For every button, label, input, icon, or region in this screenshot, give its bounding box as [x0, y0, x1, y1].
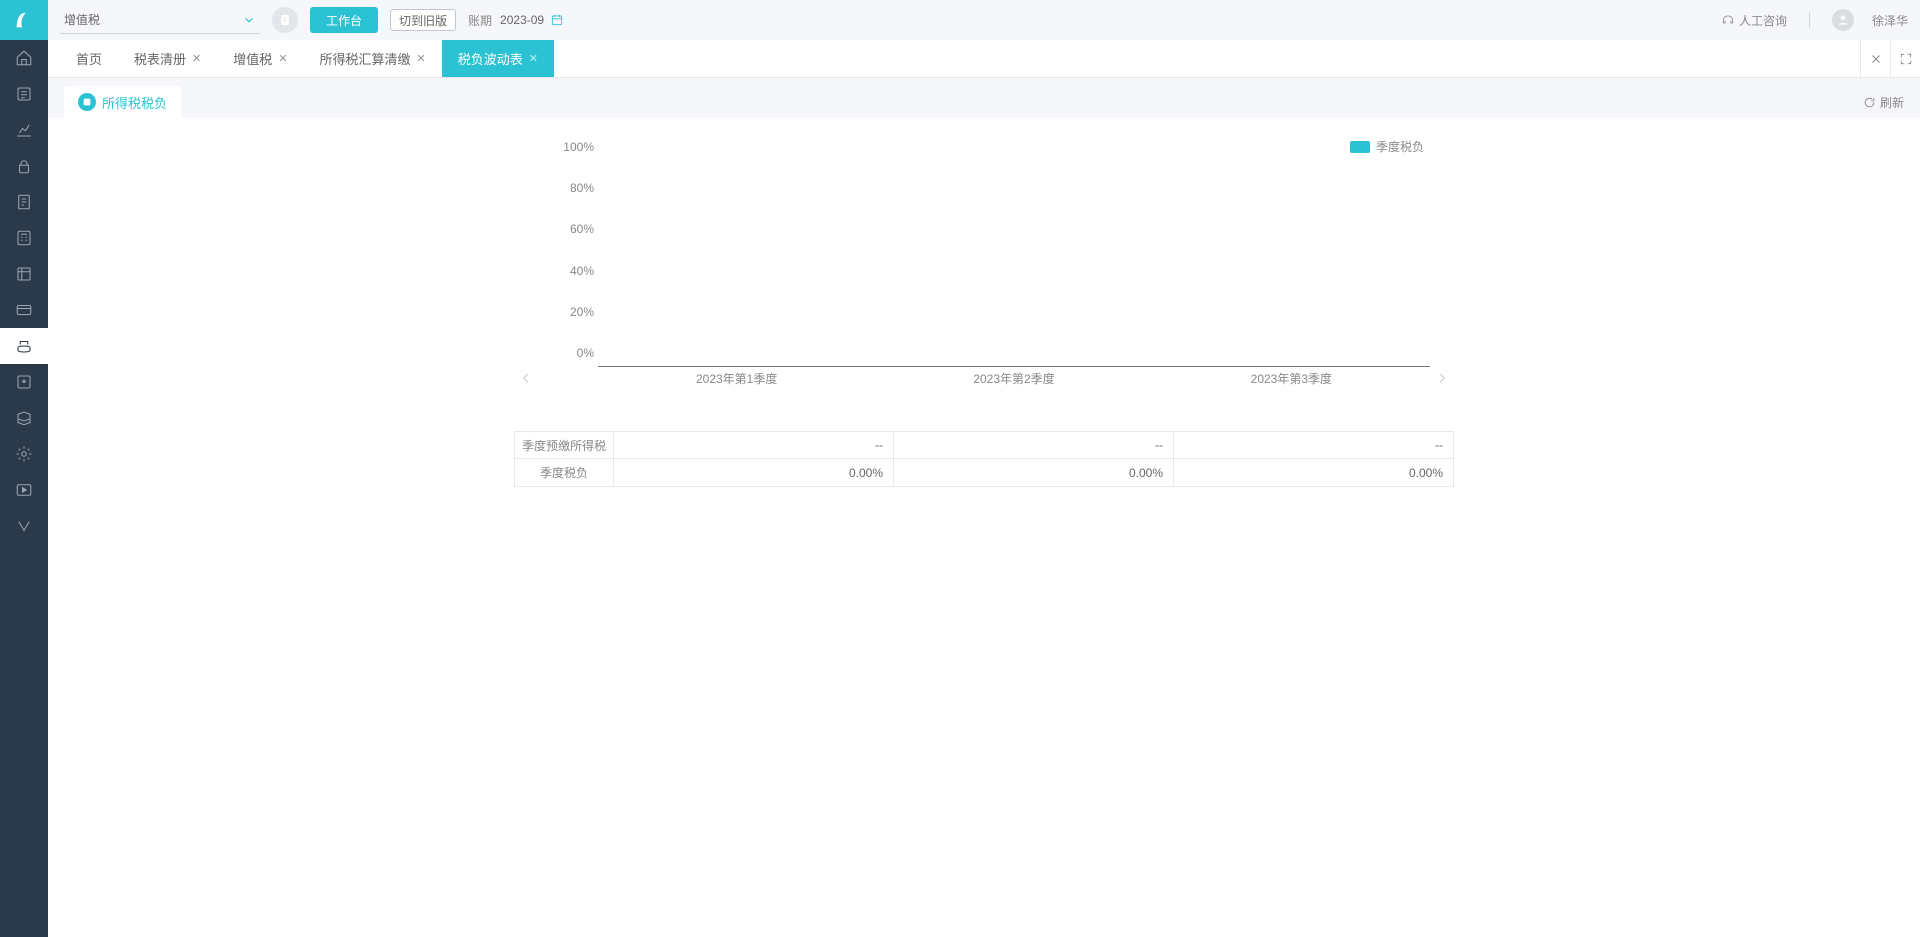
tax-burden-chart: 2023年第1季度 2023年第2季度 2023年第3季度 0% 20% 40% 60% 8… — [538, 161, 1430, 387]
y-tick: 0% — [538, 346, 594, 360]
close-icon[interactable]: ✕ — [192, 52, 201, 65]
y-tick: 80% — [538, 181, 594, 195]
sidebar-item-tax[interactable] — [0, 328, 48, 364]
tab[interactable]: 所得税汇算清缴 ✕ — [303, 40, 441, 77]
close-all-tabs[interactable] — [1860, 40, 1890, 77]
sidebar — [0, 0, 48, 937]
tab-label: 税负波动表 — [458, 49, 523, 68]
sidebar-item-v[interactable] — [0, 508, 48, 544]
sidebar-item-inbox[interactable] — [0, 400, 48, 436]
sidebar-item-home[interactable] — [0, 40, 48, 76]
headset-icon — [1721, 13, 1735, 27]
chevron-right-icon — [1435, 371, 1449, 385]
close-icon[interactable]: ✕ — [278, 52, 287, 65]
close-icon[interactable]: ✕ — [529, 52, 538, 65]
tab-bar: 首页 税表清册 ✕ 增值税 ✕ 所得税汇算清缴 ✕ 税负波动表 ✕ — [48, 40, 1920, 78]
company-name: 增值税 — [64, 11, 100, 28]
content: 季度税负 2023年第1季度 2023年第2季度 2023年第3季度 0% 20% 40… — [48, 118, 1920, 937]
support-link[interactable]: 人工咨询 — [1721, 12, 1787, 29]
close-icon — [1869, 52, 1883, 66]
close-icon[interactable]: ✕ — [417, 52, 426, 65]
sidebar-item-report[interactable] — [0, 256, 48, 292]
cell: -- — [1174, 431, 1454, 459]
document-icon — [278, 13, 292, 27]
cell: 0.00% — [614, 459, 894, 487]
chart-prev[interactable] — [514, 161, 538, 387]
sidebar-item-card[interactable] — [0, 292, 48, 328]
period-picker[interactable]: 2023-09 — [500, 8, 580, 32]
sidebar-item-analytics[interactable] — [0, 112, 48, 148]
sidebar-item-funds[interactable] — [0, 148, 48, 184]
avatar[interactable] — [1832, 9, 1854, 31]
chart-next[interactable] — [1430, 161, 1454, 387]
subtab-badge-icon — [78, 93, 96, 111]
fullscreen-icon — [1899, 52, 1913, 66]
legend-label: 季度税负 — [1376, 138, 1424, 155]
company-select[interactable]: 增值税 — [60, 6, 260, 34]
x-tick: 2023年第3季度 — [1251, 370, 1332, 387]
username: 徐泽华 — [1872, 12, 1908, 29]
chevron-down-icon — [242, 13, 256, 27]
y-tick: 100% — [538, 140, 594, 154]
legend-swatch — [1350, 141, 1370, 153]
cell: 0.00% — [1174, 459, 1454, 487]
y-tick: 60% — [538, 222, 594, 236]
tab[interactable]: 税表清册 ✕ — [118, 40, 217, 77]
menu-round-button[interactable] — [272, 7, 298, 33]
sidebar-item-calc[interactable] — [0, 220, 48, 256]
sidebar-item-docs[interactable] — [0, 184, 48, 220]
cell: -- — [614, 431, 894, 459]
calendar-icon — [550, 13, 564, 27]
refresh-button[interactable]: 刷新 — [1863, 86, 1904, 118]
row-header: 季度预缴所得税 — [514, 431, 614, 459]
workbench-button[interactable]: 工作台 — [310, 7, 378, 33]
x-tick: 2023年第1季度 — [696, 370, 777, 387]
sidebar-item-list[interactable] — [0, 76, 48, 112]
tab-label: 所得税汇算清缴 — [319, 49, 410, 68]
tab[interactable]: 增值税 ✕ — [217, 40, 303, 77]
data-table: 季度预缴所得税------季度税负0.00%0.00%0.00% — [514, 431, 1454, 487]
period-label: 账期 — [468, 12, 492, 29]
main: 增值税 工作台 切到旧版 账期 2023-09 人 — [48, 0, 1920, 937]
table-row: 季度税负0.00%0.00%0.00% — [514, 459, 1454, 487]
cell: 0.00% — [894, 459, 1174, 487]
fullscreen-button[interactable] — [1890, 40, 1920, 77]
sidebar-item-export[interactable] — [0, 364, 48, 400]
tab[interactable]: 首页 — [60, 40, 118, 77]
chevron-left-icon — [519, 371, 533, 385]
switch-version-button[interactable]: 切到旧版 — [390, 9, 456, 31]
subtab-income-tax[interactable]: 所得税税负 — [64, 86, 181, 118]
sidebar-item-settings[interactable] — [0, 436, 48, 472]
cell: -- — [894, 431, 1174, 459]
user-icon — [1836, 13, 1850, 27]
logo[interactable] — [0, 0, 48, 40]
tab[interactable]: 税负波动表 ✕ — [442, 40, 554, 77]
sidebar-item-video[interactable] — [0, 472, 48, 508]
row-header: 季度税负 — [514, 459, 614, 487]
tab-label: 税表清册 — [134, 49, 186, 68]
subtab-bar: 所得税税负 刷新 — [48, 78, 1920, 118]
topbar: 增值税 工作台 切到旧版 账期 2023-09 人 — [48, 0, 1920, 40]
period-group: 账期 2023-09 — [468, 8, 580, 32]
x-tick: 2023年第2季度 — [973, 370, 1054, 387]
y-tick: 20% — [538, 305, 594, 319]
refresh-icon — [1863, 96, 1876, 109]
tab-label: 首页 — [76, 49, 102, 68]
y-tick: 40% — [538, 264, 594, 278]
chart-legend: 季度税负 — [514, 138, 1454, 155]
table-row: 季度预缴所得税------ — [514, 431, 1454, 459]
tab-label: 增值税 — [233, 49, 272, 68]
